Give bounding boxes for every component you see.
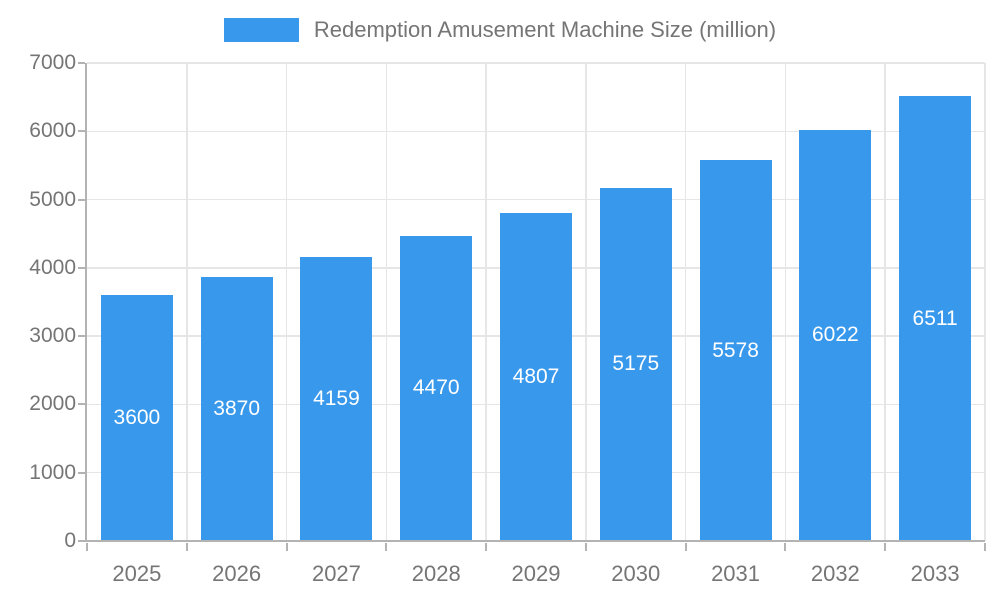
v-gridline: [784, 63, 787, 541]
y-axis-label: 6000: [29, 119, 76, 143]
bar: [300, 257, 373, 541]
x-axis-tick: [884, 543, 887, 551]
x-axis-tick: [984, 543, 986, 551]
y-axis-tick: [78, 540, 85, 542]
y-axis-tick: [78, 403, 85, 406]
bar-value-label: 4159: [313, 386, 360, 410]
x-axis-tick: [185, 543, 188, 551]
x-axis-line: [85, 540, 985, 542]
bar-value-label: 3870: [213, 396, 261, 420]
y-axis-tick: [78, 62, 85, 64]
y-axis-label: 4000: [29, 255, 76, 279]
x-axis-tick: [385, 543, 388, 551]
bar: [100, 295, 173, 541]
x-axis-label: 2029: [511, 561, 561, 586]
x-axis-label: 2025: [112, 561, 162, 586]
bar-value-label: 6022: [811, 323, 859, 347]
x-axis-label: 2026: [212, 561, 262, 586]
bar: [200, 276, 273, 541]
v-gridline: [285, 63, 288, 541]
x-axis-label: 2032: [810, 561, 860, 586]
y-axis-tick: [78, 198, 85, 201]
y-axis-label: 0: [64, 529, 76, 552]
v-gridline: [684, 63, 687, 541]
y-axis-label: 2000: [29, 392, 76, 416]
y-axis-tick: [78, 335, 85, 338]
plot-area: 0 1000 2000 3000 4000 5000 6000 7000 3600 2025 387…: [29, 51, 986, 586]
y-axis-tick: [78, 130, 85, 133]
y-axis-label: 1000: [29, 460, 76, 484]
x-axis-tick: [86, 543, 88, 551]
bar-value-label: 6511: [912, 306, 958, 330]
x-axis-tick: [285, 543, 288, 551]
x-axis-label: 2031: [711, 561, 761, 586]
x-axis-tick: [485, 543, 488, 551]
y-axis-tick: [78, 266, 85, 269]
y-axis-label: 5000: [29, 187, 76, 211]
bar: [500, 212, 572, 541]
y-axis-label: 3000: [29, 324, 76, 348]
x-axis-label: 2033: [910, 561, 960, 586]
v-gridline: [984, 63, 986, 541]
bar: [899, 96, 972, 541]
v-gridline: [485, 63, 487, 541]
y-axis-tick: [78, 471, 85, 474]
x-axis-label: 2028: [411, 561, 461, 586]
legend-swatch: [223, 18, 299, 42]
bar-value-label: 5175: [612, 352, 660, 376]
bar-value-label: 3600: [113, 406, 161, 430]
v-gridline: [585, 63, 587, 541]
h-gridline: [87, 62, 985, 64]
bar-value-label: 5578: [712, 338, 759, 362]
bar: [599, 187, 672, 541]
x-axis-label: 2030: [611, 561, 661, 586]
h-gridline: [87, 130, 985, 133]
x-axis-tick: [584, 543, 587, 551]
bar: [699, 160, 772, 541]
legend-label: Redemption Amusement Machine Size (milli…: [313, 17, 777, 42]
bar-value-label: 4470: [412, 376, 460, 400]
y-axis-label: 7000: [29, 51, 76, 74]
bar-value-label: 4807: [512, 364, 560, 388]
y-axis-line: [85, 63, 87, 542]
v-gridline: [884, 63, 886, 541]
h-gridline: [87, 198, 985, 201]
x-axis-tick: [784, 543, 787, 551]
x-axis-label: 2027: [311, 561, 361, 586]
bar: [799, 129, 872, 541]
v-gridline: [186, 63, 188, 541]
legend: Redemption Amusement Machine Size (milli…: [0, 14, 1000, 46]
x-axis-tick: [684, 543, 687, 551]
v-gridline: [385, 63, 388, 541]
bar: [400, 235, 473, 541]
